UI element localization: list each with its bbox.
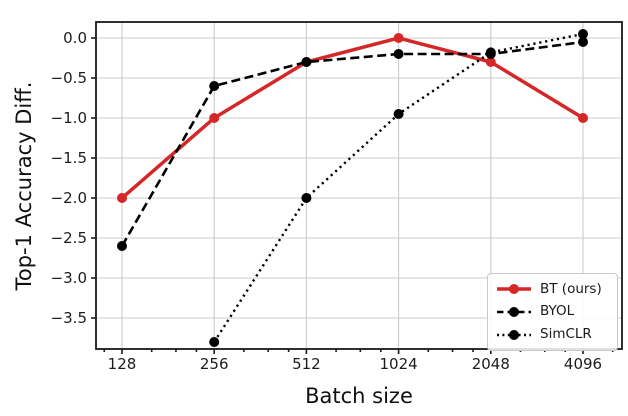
legend: BT (ours) BYOL SimCLR	[487, 273, 618, 351]
legend-item-byol: BYOL	[495, 301, 611, 323]
svg-text:−2.5: −2.5	[51, 229, 87, 247]
svg-text:2048: 2048	[472, 355, 510, 373]
legend-label: SimCLR	[540, 325, 592, 342]
legend-label: BYOL	[540, 303, 575, 320]
x-tick-labels: 128 256 512 1024 2048 4096	[108, 355, 602, 373]
svg-text:−3.5: −3.5	[51, 309, 87, 327]
svg-text:−2.0: −2.0	[51, 189, 87, 207]
svg-text:−1.5: −1.5	[51, 149, 87, 167]
svg-text:512: 512	[292, 355, 321, 373]
y-axis-label: Top-1 Accuracy Diff.	[12, 81, 36, 291]
legend-label: BT (ours)	[540, 280, 602, 297]
svg-text:1024: 1024	[380, 355, 418, 373]
svg-text:4096: 4096	[564, 355, 602, 373]
legend-item-simclr: SimCLR	[495, 324, 611, 346]
svg-text:−3.0: −3.0	[51, 269, 87, 287]
svg-text:256: 256	[200, 355, 229, 373]
svg-text:−1.0: −1.0	[51, 109, 87, 127]
svg-text:−0.5: −0.5	[51, 69, 87, 87]
simclr-line-icon	[497, 329, 531, 340]
x-axis-label: Batch size	[305, 384, 413, 408]
plot-frame	[95, 21, 623, 350]
legend-item-bt-ours: BT (ours)	[495, 278, 611, 300]
y-tick-labels: 0.0 −0.5 −1.0 −1.5 −2.0 −2.5 −3.0 −3.5	[51, 29, 87, 327]
series-byol	[117, 37, 588, 251]
svg-text:0.0: 0.0	[63, 29, 87, 47]
svg-text:128: 128	[108, 355, 137, 373]
series-simclr	[209, 29, 588, 347]
byol-line-icon	[497, 306, 531, 317]
bt-ours-line-icon	[497, 284, 531, 295]
